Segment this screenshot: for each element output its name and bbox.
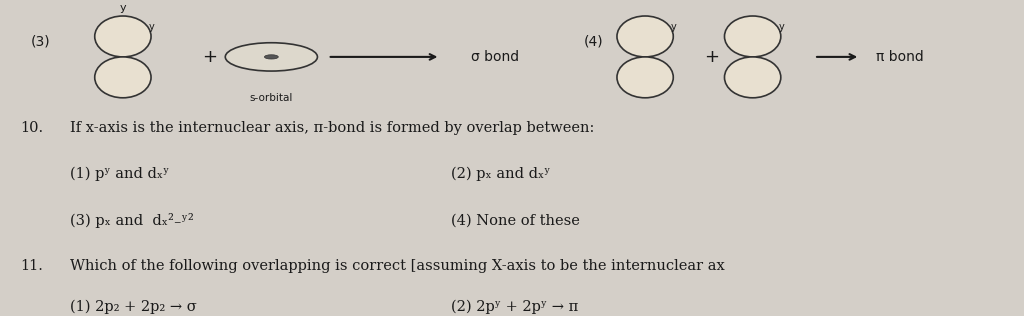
Text: y: y [671,22,677,32]
Text: y: y [148,22,155,32]
Text: π bond: π bond [876,50,924,64]
Ellipse shape [725,16,780,57]
Text: σ bond: σ bond [471,50,519,64]
Text: +: + [705,48,719,66]
Ellipse shape [94,16,152,57]
Text: y: y [778,22,784,32]
Circle shape [264,55,279,59]
Ellipse shape [616,57,674,98]
Ellipse shape [94,57,152,98]
Text: (3) pₓ and  dₓ²₋ʸ²: (3) pₓ and dₓ²₋ʸ² [70,213,194,228]
Text: (1) 2p₂ + 2p₂ → σ: (1) 2p₂ + 2p₂ → σ [70,300,197,314]
Text: If x-axis is the internuclear axis, π-bond is formed by overlap between:: If x-axis is the internuclear axis, π-bo… [70,121,594,135]
Ellipse shape [725,57,780,98]
Text: s-orbital: s-orbital [250,93,293,103]
Text: Which of the following overlapping is correct [assuming X-axis to be the internu: Which of the following overlapping is co… [70,259,724,273]
Text: (4): (4) [584,34,604,48]
Text: y: y [120,3,126,13]
Text: (2) pₓ and dₓʸ: (2) pₓ and dₓʸ [451,166,550,180]
Ellipse shape [616,16,674,57]
Text: +: + [203,48,217,66]
Text: (3): (3) [31,34,51,48]
Text: (2) 2pʸ + 2pʸ → π: (2) 2pʸ + 2pʸ → π [451,300,578,314]
Text: 11.: 11. [20,259,43,273]
Text: 10.: 10. [20,121,44,135]
Text: (4) None of these: (4) None of these [451,214,580,228]
Text: (1) pʸ and dₓʸ: (1) pʸ and dₓʸ [70,166,169,180]
Circle shape [225,43,317,71]
